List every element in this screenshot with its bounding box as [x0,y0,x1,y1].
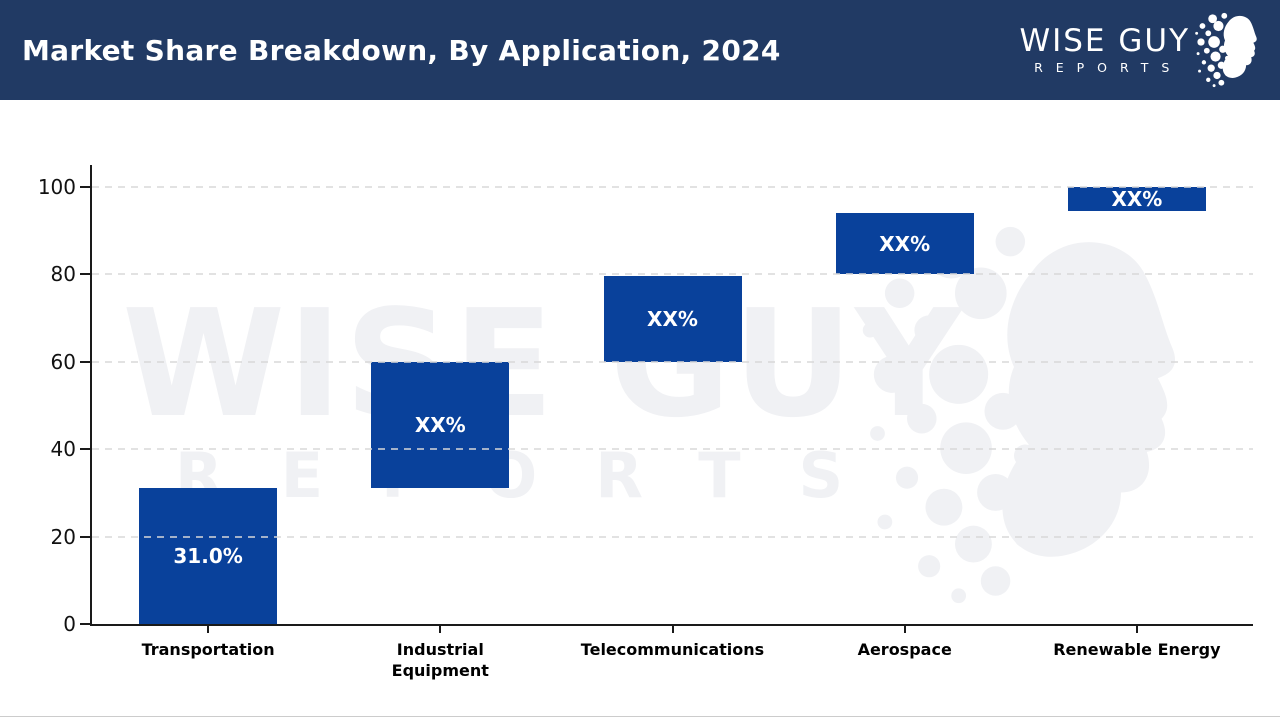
y-axis-label: 60 [50,349,76,374]
page-title: Market Share Breakdown, By Application, … [22,33,781,67]
y-axis-label: 40 [50,437,76,462]
y-tick [80,185,90,188]
watermark-wordmark: WISE GUY [122,278,965,450]
y-axis-label: 80 [50,262,76,287]
y-axis-label: 100 [37,174,76,199]
gridline [92,535,1253,538]
x-axis-label: Industrial Equipment [391,640,489,680]
plot-area: 0 20 40 60 80 100 31.0% Transportation XX% Indust… [38,165,1253,680]
y-tick [80,360,90,363]
gridline [92,273,1253,276]
bar: XX% [603,276,742,362]
y-axis-label: 0 [63,612,76,636]
x-tick [903,626,906,633]
x-tick [671,626,674,633]
gridline [92,185,1253,188]
y-tick [80,535,90,538]
x-axis-label: Transportation [141,640,275,659]
bar-value-label: XX% [1111,186,1163,211]
bottom-rule [0,716,1280,717]
y-axis-label: 20 [50,524,76,549]
bar: XX% [371,361,510,489]
bar-value-label: XX% [414,413,466,438]
bar-value-label: XX% [647,307,698,332]
bar: 31.0% [139,488,278,624]
x-tick [1135,626,1138,633]
y-tick [80,623,90,625]
bar-value-label: 31.0% [173,544,243,569]
wise-guy-face-icon [1195,12,1257,88]
bar-value-label: XX% [879,231,931,256]
logo-wordmark: WISE GUY [1019,22,1190,59]
x-tick [207,626,210,633]
gridline [92,360,1253,363]
x-axis-label: Aerospace [857,640,952,659]
logo-subtext: REPORTS [1034,59,1183,75]
x-tick [439,626,442,633]
wise-guy-logo: WISE GUY REPORTS [1019,10,1258,90]
chart-canvas: WISE GUY REPORTS 0 20 40 60 80 100 31.0% Transp… [0,100,1280,720]
x-axis-label: Telecommunications [580,640,765,659]
header: Market Share Breakdown, By Application, … [0,0,1280,100]
y-tick [80,273,90,276]
bar: XX% [1067,186,1206,211]
logo-text: WISE GUY REPORTS [1019,22,1190,75]
x-axis-label: Renewable Energy [1053,640,1221,659]
y-tick [80,448,90,451]
gridline [92,448,1253,451]
bar: XX% [835,213,974,275]
